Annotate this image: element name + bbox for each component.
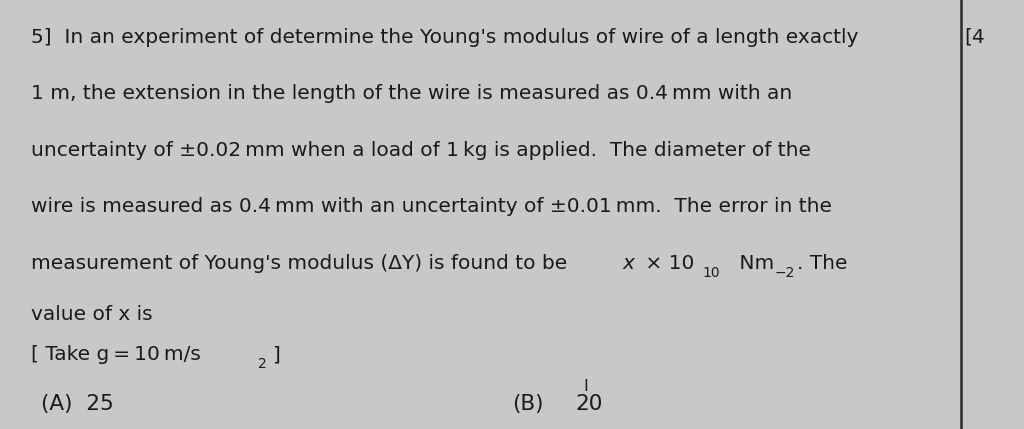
Text: x: x: [623, 254, 635, 273]
Text: −2: −2: [774, 266, 795, 280]
Text: 5]  In an experiment of determine the Young's modulus of wire of a length exactl: 5] In an experiment of determine the You…: [31, 28, 858, 47]
Text: [ Take g = 10 m/s: [ Take g = 10 m/s: [31, 345, 201, 364]
Text: (A)  25: (A) 25: [41, 394, 114, 414]
Text: value of x is: value of x is: [31, 305, 153, 323]
Text: uncertainty of ±0.02 mm when a load of 1 kg is applied.  The diameter of the: uncertainty of ±0.02 mm when a load of 1…: [31, 141, 811, 160]
Text: . The: . The: [797, 254, 847, 273]
Text: [4: [4: [965, 28, 985, 47]
Text: 2: 2: [258, 357, 267, 372]
Text: 1 m, the extension in the length of the wire is measured as 0.4 mm with an: 1 m, the extension in the length of the …: [31, 84, 792, 103]
Text: × 10: × 10: [639, 254, 694, 273]
Text: Nm: Nm: [733, 254, 774, 273]
Text: I: I: [584, 379, 588, 394]
Text: wire is measured as 0.4 mm with an uncertainty of ±0.01 mm.  The error in the: wire is measured as 0.4 mm with an uncer…: [31, 197, 831, 216]
Text: (B): (B): [512, 394, 544, 414]
Text: ]: ]: [272, 345, 281, 364]
Text: measurement of Young's modulus (ΔY) is found to be: measurement of Young's modulus (ΔY) is f…: [31, 254, 573, 273]
Text: 20: 20: [575, 394, 603, 414]
Text: 10: 10: [702, 266, 720, 280]
